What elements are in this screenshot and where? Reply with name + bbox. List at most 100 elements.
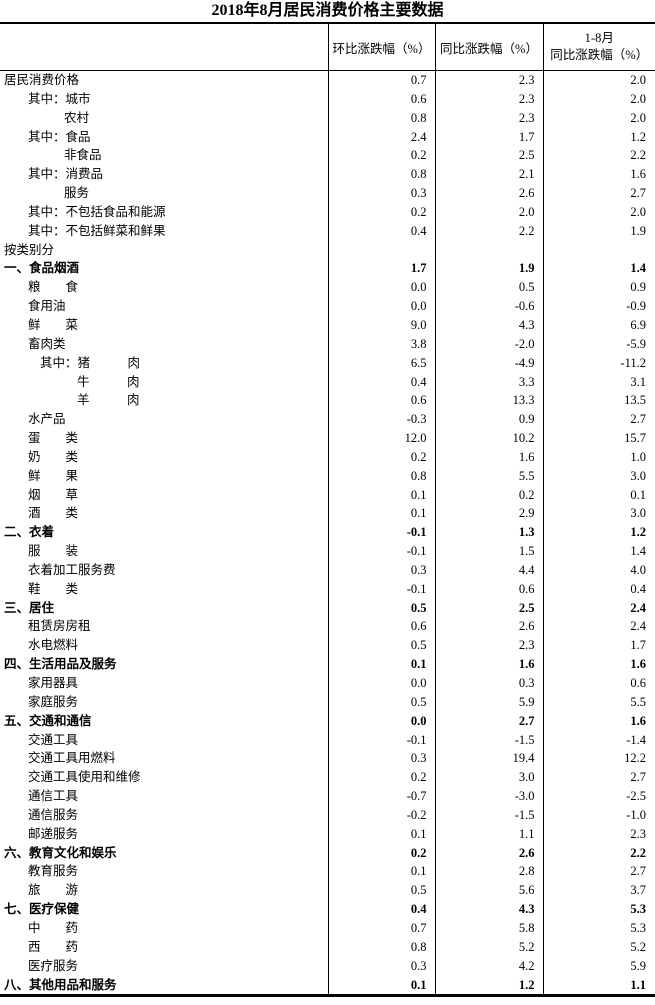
table-row: 食用油 0.0 -0.6 -0.9 <box>0 297 655 316</box>
cell-mom: 0.6 <box>327 617 435 637</box>
table-row: 六、教育文化和娱乐 0.2 2.6 2.2 <box>0 843 655 863</box>
row-label: 烟 草 <box>28 487 79 502</box>
cell-ytd: 5.5 <box>542 692 655 712</box>
table-row: 家庭服务 0.5 5.9 5.5 <box>0 692 655 712</box>
cell-mom: 0.1 <box>327 504 435 524</box>
cell-ytd: 0.1 <box>542 485 655 505</box>
cell-yoy: 0.3 <box>434 674 543 693</box>
cell-ytd: 1.6 <box>542 655 655 674</box>
cell-yoy: -0.6 <box>434 297 543 316</box>
cell-ytd: 1.7 <box>542 636 655 656</box>
cell-yoy: 2.6 <box>434 843 543 863</box>
cell-mom: 0.1 <box>327 485 435 505</box>
cell-ytd: 0.6 <box>542 674 655 693</box>
row-label: 六、教育文化和娱乐 <box>4 845 117 860</box>
cell-mom: 0.6 <box>327 89 435 109</box>
cell-yoy: 1.9 <box>434 259 543 279</box>
cell-mom: 0.7 <box>327 70 435 90</box>
row-label: 水产品 <box>28 412 66 427</box>
row-label: 其中：城市 <box>28 91 91 106</box>
cell-ytd: 2.0 <box>542 89 655 109</box>
table-row: 旅 游 0.5 5.6 3.7 <box>0 881 655 901</box>
cell-ytd: 1.4 <box>542 542 655 561</box>
cell-ytd: 5.3 <box>542 918 655 938</box>
cell-mom: 0.5 <box>327 598 435 618</box>
cell-ytd: 2.7 <box>542 768 655 788</box>
table-row: 中 药 0.7 5.8 5.3 <box>0 918 655 938</box>
table-row: 按类别分 <box>0 240 655 260</box>
row-label: 教育服务 <box>28 864 79 879</box>
cell-ytd: 5.9 <box>542 956 655 976</box>
cell-mom: -0.1 <box>327 542 435 561</box>
cell-mom: 0.1 <box>327 824 435 844</box>
table-row: 交通工具使用和维修 0.2 3.0 2.7 <box>0 768 655 788</box>
cell-mom: 0.6 <box>327 391 435 411</box>
table-row: 蛋 类 12.0 10.2 15.7 <box>0 429 655 448</box>
row-label: 医疗服务 <box>28 958 79 973</box>
cell-mom: 0.1 <box>327 862 435 882</box>
cell-ytd: 2.2 <box>542 146 655 166</box>
cell-mom: -0.1 <box>327 730 435 750</box>
cell-yoy: 4.2 <box>434 956 543 976</box>
cell-mom: 0.5 <box>327 881 435 901</box>
row-label: 八、其他用品和服务 <box>4 977 117 992</box>
table-row: 水电燃料 0.5 2.3 1.7 <box>0 636 655 656</box>
header-mom: 环比涨跌幅（%） <box>327 23 435 71</box>
cell-ytd: 3.0 <box>542 466 655 486</box>
cell-yoy: -1.5 <box>434 805 543 825</box>
row-label: 畜肉类 <box>28 336 66 351</box>
cell-mom: -0.1 <box>327 579 435 599</box>
row-label: 交通工具 <box>28 732 79 747</box>
table-row: 邮递服务 0.1 1.1 2.3 <box>0 824 655 844</box>
row-label: 其中：食品 <box>28 129 91 144</box>
row-label: 家庭服务 <box>28 694 79 709</box>
cell-yoy: 1.6 <box>434 655 543 674</box>
cell-yoy: 5.5 <box>434 466 543 486</box>
table-row: 畜肉类 3.8 -2.0 -5.9 <box>0 334 655 354</box>
row-label: 租赁房房租 <box>28 619 91 634</box>
table-body: 居民消费价格 0.7 2.3 2.0 其中：城市 0.6 2.3 2.0 农村 0.8 2.3 2.0… <box>0 70 655 996</box>
header-row: 环比涨跌幅（%） 同比涨跌幅（%） 1-8月 同比涨跌幅（%） <box>0 23 655 71</box>
cell-ytd: 2.4 <box>542 598 655 618</box>
cell-yoy: 1.1 <box>434 824 543 844</box>
row-label: 二、衣着 <box>4 525 55 540</box>
cell-yoy: 10.2 <box>434 429 543 448</box>
cell-ytd: 4.0 <box>542 560 655 580</box>
cell-ytd: 5.2 <box>542 937 655 957</box>
cell-mom: -0.3 <box>327 410 435 430</box>
cell-ytd: -1.4 <box>542 730 655 750</box>
table-row: 四、生活用品及服务 0.1 1.6 1.6 <box>0 655 655 674</box>
row-label: 服务 <box>64 186 90 201</box>
row-label: 其中：猪 肉 <box>40 355 141 370</box>
cell-yoy: -4.9 <box>434 353 543 373</box>
header-ytd: 1-8月 同比涨跌幅（%） <box>542 23 655 71</box>
cell-yoy: 2.1 <box>434 165 543 185</box>
row-label: 五、交通和通信 <box>4 713 92 728</box>
cell-yoy: 0.6 <box>434 579 543 599</box>
row-label: 其中：不包括鲜菜和鲜果 <box>28 223 166 238</box>
cell-mom: 0.4 <box>327 900 435 919</box>
cell-ytd: 12.2 <box>542 749 655 769</box>
cell-yoy: 2.8 <box>434 862 543 882</box>
cell-yoy: 19.4 <box>434 749 543 769</box>
row-label: 交通工具使用和维修 <box>28 770 141 785</box>
row-label: 居民消费价格 <box>4 73 80 87</box>
cell-ytd: -2.5 <box>542 787 655 806</box>
cell-mom: 0.2 <box>327 146 435 166</box>
table-row: 酒 类 0.1 2.9 3.0 <box>0 504 655 524</box>
cell-mom: -0.7 <box>327 787 435 806</box>
table-row: 其中：食品 2.4 1.7 1.2 <box>0 127 655 147</box>
table-row: 通信工具 -0.7 -3.0 -2.5 <box>0 787 655 806</box>
cell-mom: 0.0 <box>327 297 435 316</box>
cell-ytd: 1.2 <box>542 523 655 543</box>
cell-yoy: 1.3 <box>434 523 543 543</box>
table-row: 其中：猪 肉 6.5 -4.9 -11.2 <box>0 353 655 373</box>
cell-mom: 3.8 <box>327 334 435 354</box>
row-label: 鲜 菜 <box>28 317 79 332</box>
cell-ytd: 3.0 <box>542 504 655 524</box>
row-label: 中 药 <box>28 920 79 935</box>
table-row: 通信服务 -0.2 -1.5 -1.0 <box>0 805 655 825</box>
cell-yoy: -2.0 <box>434 334 543 354</box>
row-label: 其中：不包括食品和能源 <box>28 204 166 219</box>
row-label: 三、居住 <box>4 600 55 615</box>
